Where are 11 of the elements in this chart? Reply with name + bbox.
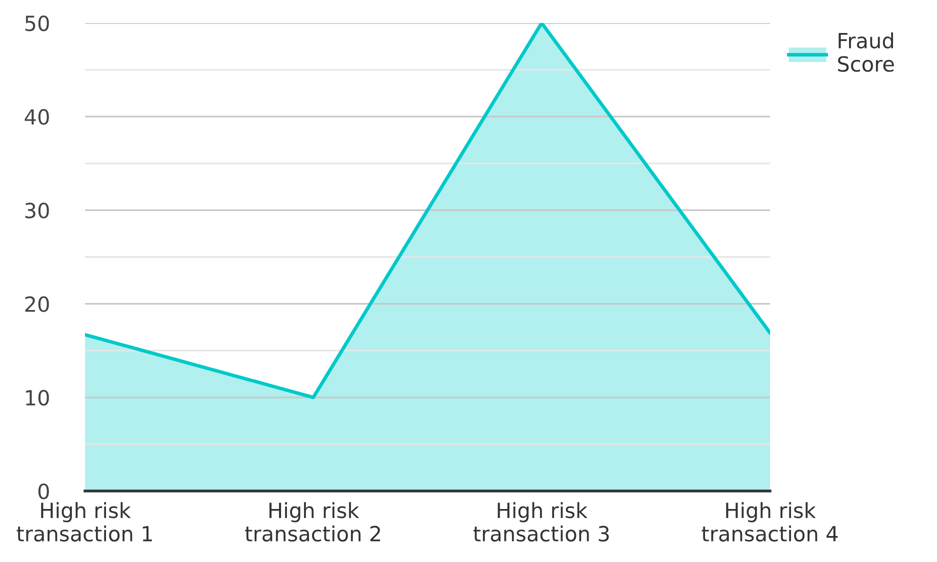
y-tick-label: 20 — [25, 296, 49, 312]
x-tick-label: High risk transaction 2 — [245, 502, 380, 542]
x-tick-label: High risk transaction 4 — [702, 502, 838, 542]
y-tick-label: 30 — [25, 202, 49, 218]
x-tick-label: High risk transaction 1 — [16, 502, 152, 542]
y-tick-label: 40 — [24, 109, 49, 125]
legend-label: Fraud Score — [838, 32, 894, 72]
x-tick-label: High risk transaction 3 — [473, 502, 609, 542]
y-tick-label: 0 — [38, 483, 49, 500]
y-tick-label: 10 — [26, 390, 49, 406]
y-tick-label: 50 — [25, 15, 49, 32]
